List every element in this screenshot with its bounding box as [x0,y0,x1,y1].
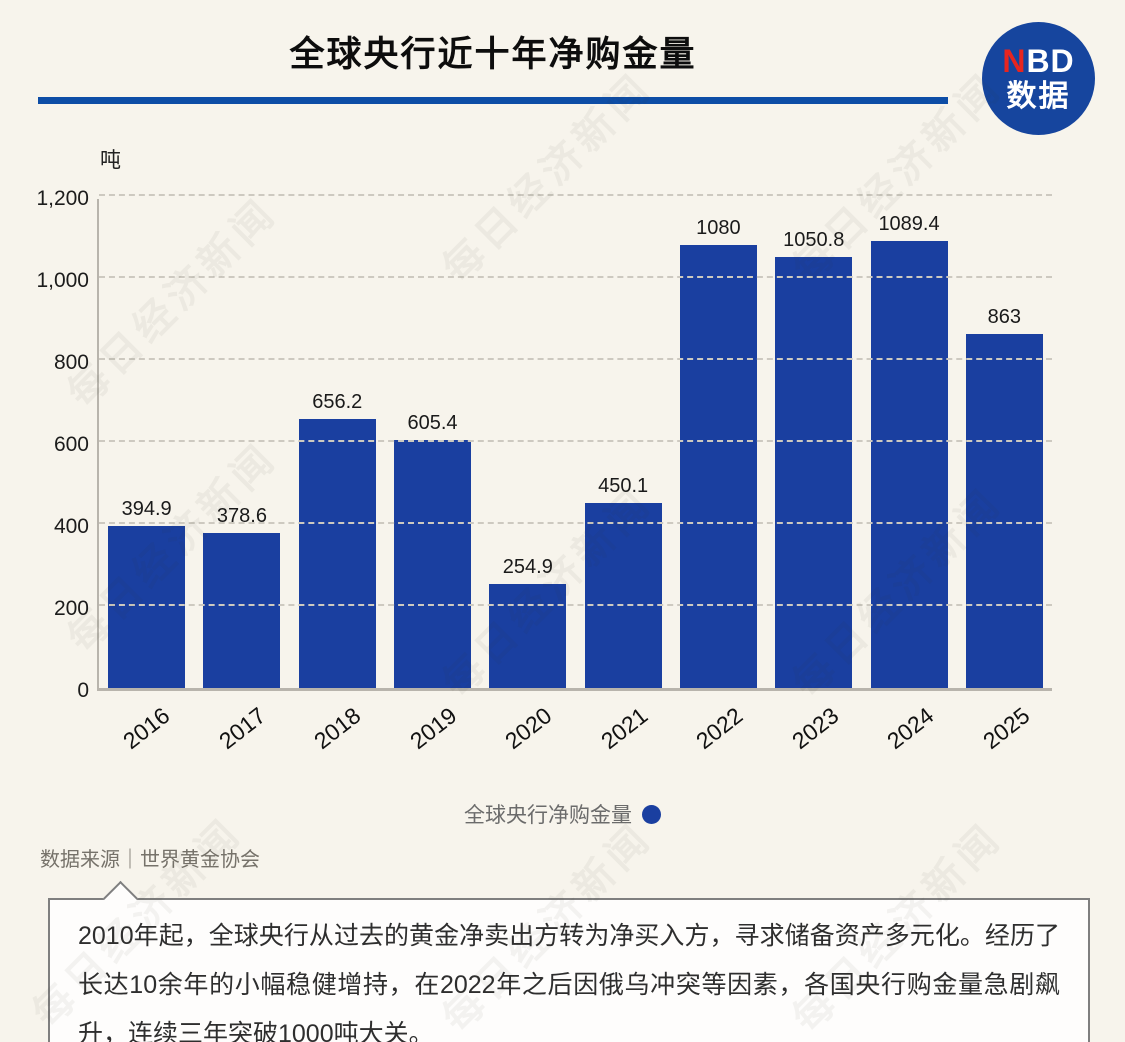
x-tick-2018: 2018 [290,691,386,771]
note-box: 2010年起，全球央行从过去的黄金净卖出方转为净买入方，寻求储备资产多元化。经历… [48,880,1090,1042]
x-tick-2020: 2020 [481,691,577,771]
bar-value-label: 863 [987,306,1021,329]
y-tick-label: 200 [53,597,89,620]
bar-chart: 吨 0 200 400 600 800 1,000 1,200 394.9 378.6 656.… [0,144,1125,771]
bar-value-label: 656.2 [312,390,363,413]
x-axis-tick-labels: 2016 2017 2018 2019 2020 2021 2022 2023 2024 2025 [99,691,1054,771]
bar-value-label: 450.1 [598,475,649,498]
data-source: 数据来源｜世界黄金协会 [40,849,260,871]
header: 全球央行近十年净购金量 NBD 数据 [0,0,1125,135]
y-tick-label: 400 [53,515,89,538]
bar-2023[interactable] [775,257,853,688]
nbd-logo-subtext: 数据 [1006,79,1071,113]
bar-group-2017: 378.6 [194,505,289,688]
bar-group-2022: 1080 [671,217,766,688]
bar-value-label: 1080 [696,217,741,240]
bar-group-2025: 863 [957,306,1052,688]
y-tick-label: 0 [77,679,89,702]
gridline [99,604,1052,606]
title-underline [38,97,948,104]
gridline [99,440,1052,442]
x-tick-label: 2017 [213,702,271,755]
bar-2021[interactable] [584,503,662,688]
x-tick-label: 2021 [595,702,653,755]
bar-value-label: 254.9 [502,555,553,578]
bar-value-label: 1050.8 [783,229,845,252]
gridline [99,358,1052,360]
x-tick-label: 2018 [309,702,366,755]
bar-2020[interactable] [489,583,567,688]
chart-title: 全球央行近十年净购金量 [289,35,697,74]
x-tick-label: 2025 [977,702,1035,755]
bar-2016[interactable] [108,526,186,688]
x-tick-2022: 2022 [672,691,768,771]
bar-group-2020: 254.9 [480,555,575,688]
bar-2019[interactable] [394,439,472,688]
legend-dot-icon [642,804,661,824]
plot-row: 0 200 400 600 800 1,000 1,200 394.9 378.6 656.2 6… [36,187,1125,702]
x-tick-2021: 2021 [577,691,673,771]
note-text: 2010年起，全球央行从过去的黄金净卖出方转为净买入方，寻求储备资产多元化。经历… [78,922,1060,1042]
plot-area: 394.9 378.6 656.2 605.4 254.9 450.1 1080 1050.8… [97,194,1052,691]
note-box-notch [102,880,139,917]
nbd-logo-text: NBD [1002,43,1075,80]
y-tick-label: 600 [53,433,89,456]
y-tick-label: 1,200 [36,187,89,210]
y-axis-tick-labels: 0 200 400 600 800 1,000 1,200 [36,187,97,702]
y-tick-label: 1,000 [36,269,89,292]
bar-group-2016: 394.9 [99,498,194,688]
x-tick-2017: 2017 [195,691,291,771]
x-tick-2016: 2016 [99,691,195,771]
bar-value-label: 394.9 [121,498,172,521]
nbd-logo: NBD 数据 [982,22,1095,135]
x-tick-label: 2020 [500,702,557,755]
bar-2017[interactable] [203,532,281,688]
bar-value-label: 378.6 [216,504,267,527]
bar-value-label: 1089.4 [878,213,940,236]
x-tick-label: 2022 [691,702,748,755]
bar-group-2023: 1050.8 [766,229,861,688]
bars-container: 394.9 378.6 656.2 605.4 254.9 450.1 1080 1050.8… [99,199,1052,688]
x-tick-label: 2023 [786,702,844,755]
x-tick-label: 2016 [118,702,175,755]
x-tick-2023: 2023 [768,691,864,771]
bar-2022[interactable] [679,245,757,688]
bar-2024[interactable] [870,241,948,688]
x-tick-label: 2024 [882,702,939,755]
bar-group-2024: 1089.4 [861,213,956,688]
y-tick-label: 800 [53,351,89,374]
legend-label: 全球央行净购金量 [464,804,632,827]
bar-2025[interactable] [965,334,1043,688]
gridline [99,194,1052,196]
bar-group-2019: 605.4 [385,412,480,688]
bar-value-label: 605.4 [407,411,458,434]
x-tick-label: 2019 [404,702,462,755]
x-tick-2024: 2024 [863,691,959,771]
legend: 全球央行净购金量 [0,799,1125,829]
x-tick-2019: 2019 [386,691,482,771]
y-axis-unit-label: 吨 [100,149,121,172]
gridline [99,276,1052,278]
gridline [99,522,1052,524]
bar-group-2021: 450.1 [575,475,670,688]
x-tick-2025: 2025 [959,691,1055,771]
bar-2018[interactable] [298,418,376,688]
bar-group-2018: 656.2 [290,391,385,688]
